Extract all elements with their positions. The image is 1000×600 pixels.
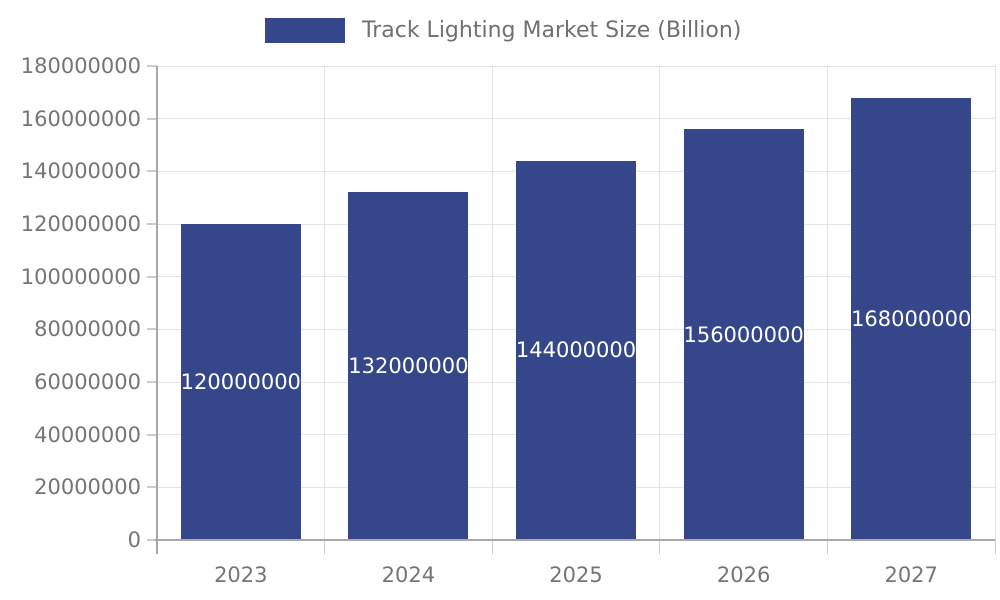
h-gridline: [157, 118, 995, 120]
x-tick-label: 2025: [549, 563, 603, 587]
y-axis-tick: [147, 328, 157, 331]
h-gridline: [157, 65, 995, 67]
legend-swatch: [265, 18, 345, 43]
v-gridline: [826, 66, 828, 540]
bar-value-label: 132000000: [348, 354, 469, 379]
v-gridline: [491, 66, 493, 540]
y-tick-label: 0: [127, 528, 141, 552]
y-axis-tick: [147, 275, 157, 278]
y-tick-label: 80000000: [34, 317, 141, 342]
y-tick-label: 120000000: [20, 212, 141, 236]
v-gridline: [994, 66, 996, 540]
x-axis-tick: [659, 540, 661, 554]
legend: Track Lighting Market Size (Billion): [265, 18, 741, 43]
y-axis-tick: [147, 223, 157, 225]
legend-label: Track Lighting Market Size (Billion): [362, 18, 742, 43]
y-tick-label: 100000000: [20, 264, 141, 289]
bar-value-label: 156000000: [683, 322, 804, 347]
y-axis-tick: [147, 539, 157, 541]
y-tick-label: 60000000: [34, 370, 141, 394]
bar: [348, 192, 469, 540]
y-tick-label: 40000000: [34, 422, 141, 447]
y-axis-tick: [147, 65, 157, 67]
bar-value-label: 120000000: [180, 370, 301, 394]
x-axis-tick: [491, 540, 493, 554]
y-tick-label: 180000000: [20, 54, 141, 78]
y-axis-tick: [147, 433, 157, 436]
v-gridline: [659, 66, 661, 540]
y-axis-tick: [147, 170, 157, 173]
x-tick-label: 2024: [381, 563, 436, 587]
bar-value-label: 168000000: [851, 306, 972, 331]
bar-value-label: 144000000: [515, 338, 637, 363]
bar: [180, 224, 301, 540]
v-gridline: [324, 66, 326, 540]
y-axis-tick: [147, 117, 157, 120]
x-axis-line: [155, 539, 995, 541]
y-tick-label: 160000000: [20, 106, 141, 131]
y-axis-line: [156, 66, 158, 554]
x-tick-label: 2023: [214, 563, 268, 587]
y-axis-tick: [147, 486, 157, 489]
x-axis-tick: [994, 540, 996, 554]
y-tick-label: 140000000: [20, 159, 141, 184]
x-tick-label: 2026: [716, 563, 771, 587]
bar: [516, 160, 636, 540]
bar: [851, 97, 972, 540]
y-axis-tick: [147, 381, 157, 383]
x-tick-label: 2027: [884, 563, 938, 587]
x-axis-tick: [324, 540, 326, 554]
x-axis-tick: [826, 540, 828, 554]
y-tick-label: 20000000: [34, 475, 141, 500]
bar: [683, 129, 804, 540]
